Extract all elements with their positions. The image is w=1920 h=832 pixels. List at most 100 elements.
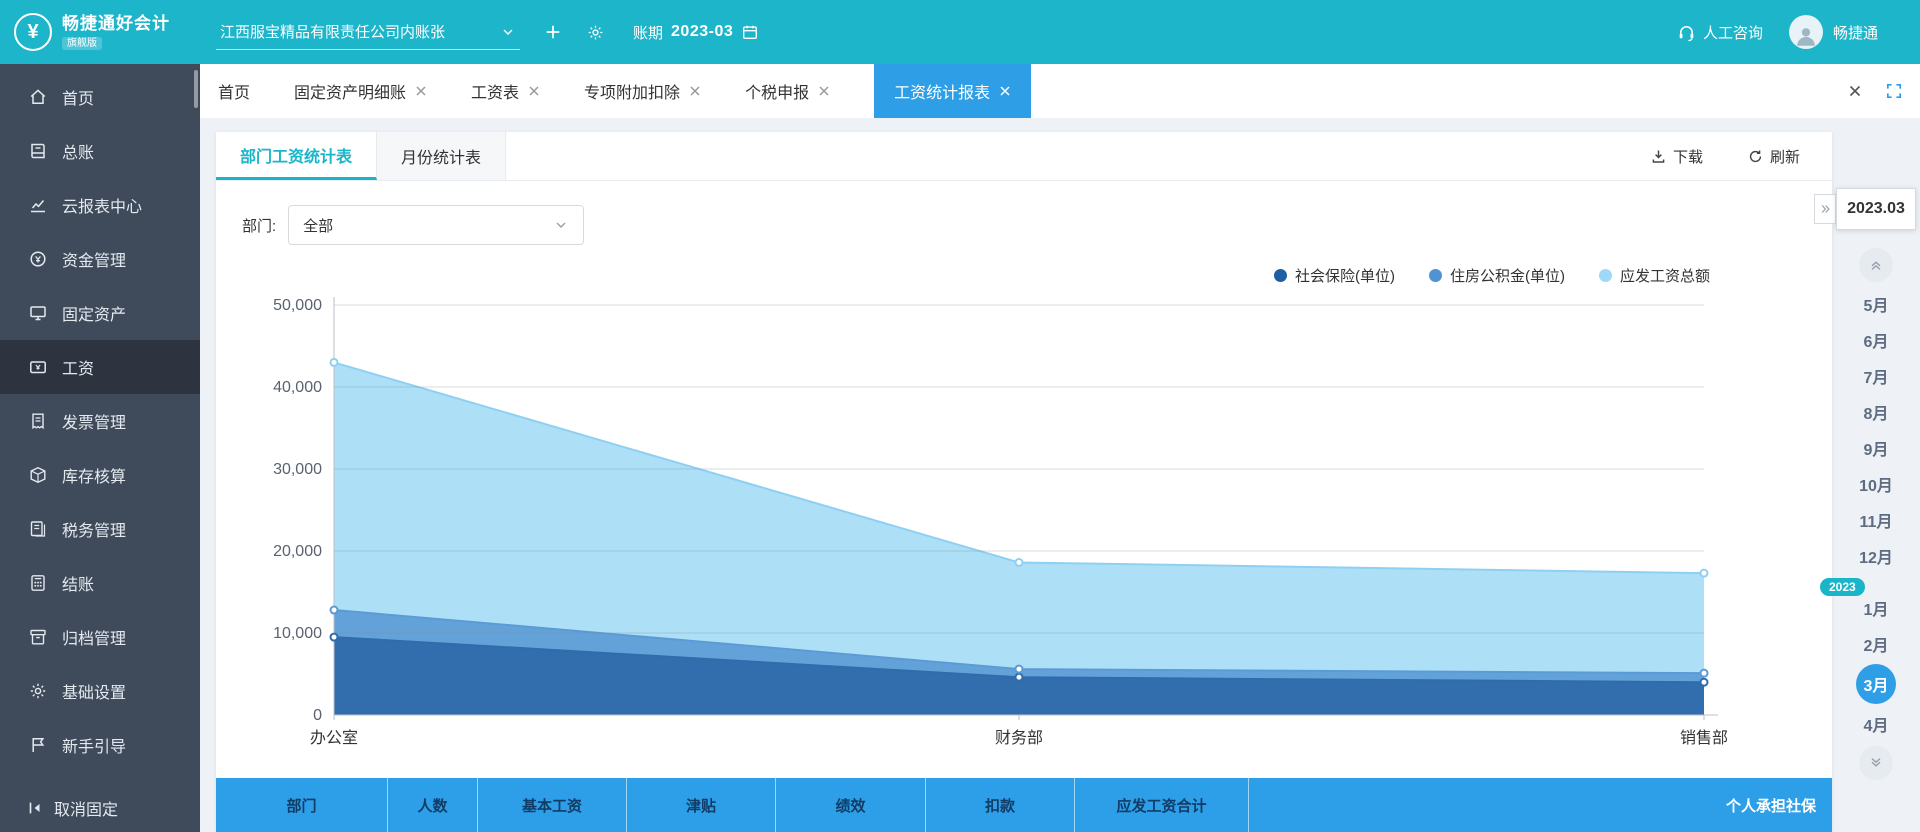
- legend-item[interactable]: 社会保险(单位): [1273, 265, 1395, 286]
- sidebar-item-home[interactable]: 首页: [0, 70, 200, 124]
- sidebar-item-archive[interactable]: 归档管理: [0, 610, 200, 664]
- user-name[interactable]: 畅捷通: [1832, 24, 1878, 42]
- sidebar-item-invoice[interactable]: 发票管理: [0, 394, 200, 448]
- tab-专项附加扣除[interactable]: 专项附加扣除: [584, 64, 701, 118]
- salary-statistics-chart: 0 10,000 20,000 30,000 40,000 50,000 办公室 财务部 销售部: [216, 285, 1832, 765]
- legend-item[interactable]: 住房公积金(单位): [1428, 265, 1565, 286]
- month-4月[interactable]: 4月: [1863, 718, 1889, 735]
- user-icon: [1797, 28, 1815, 46]
- chart-legend: 社会保险(单位) 住房公积金(单位) 应发工资总额: [216, 265, 1832, 286]
- legend-dot-icon: [1273, 268, 1287, 282]
- closing-icon: [28, 573, 48, 593]
- tab-个税申报[interactable]: 个税申报: [745, 64, 830, 118]
- scroll-months-up-button[interactable]: [1859, 248, 1893, 282]
- sidebar-scrollbar-thumb[interactable]: [194, 70, 198, 108]
- calendar-collapse-handle[interactable]: [1814, 194, 1836, 224]
- close-tab-icon[interactable]: [818, 85, 830, 97]
- period-selector[interactable]: 账期 2023-03: [633, 22, 759, 43]
- home-icon: [28, 87, 48, 107]
- tab-首页[interactable]: 首页: [218, 64, 250, 118]
- tab-label: 专项附加扣除: [584, 85, 681, 102]
- close-tab-icon[interactable]: [689, 85, 701, 97]
- month-2月[interactable]: 2月: [1863, 638, 1889, 655]
- sidebar-item-funds[interactable]: 资金管理: [0, 232, 200, 286]
- support-button[interactable]: 人工咨询: [1677, 22, 1763, 43]
- account-settings-button[interactable]: [586, 23, 605, 42]
- gear-icon: [588, 25, 603, 39]
- sidebar-item-ledger[interactable]: 总账: [0, 124, 200, 178]
- double-chevron-right-icon: [1821, 205, 1830, 213]
- tabbar: 首页 固定资产明细账 工资表 专项附加扣除 个税申报 工资统计报表: [200, 64, 1920, 118]
- refresh-button[interactable]: 刷新: [1741, 145, 1806, 168]
- month-10月[interactable]: 10月: [1859, 478, 1893, 495]
- svg-text:0: 0: [313, 707, 322, 724]
- table-column-绩效[interactable]: 绩效: [776, 778, 926, 832]
- table-column-津贴[interactable]: 津贴: [627, 778, 776, 832]
- sidebar-item-guide[interactable]: 新手引导: [0, 718, 200, 772]
- avatar[interactable]: [1788, 15, 1823, 49]
- month-9月[interactable]: 9月: [1863, 442, 1889, 459]
- legend-label: 应发工资总额: [1619, 267, 1710, 285]
- sidebar-item-label: 固定资产: [62, 307, 127, 324]
- filter-row: 部门: 全部: [242, 205, 1832, 245]
- table-column-基本工资[interactable]: 基本工资: [478, 778, 627, 832]
- sidebar-item-salary[interactable]: 工资: [0, 340, 200, 394]
- subtab-月份统计表[interactable]: 月份统计表: [377, 132, 507, 180]
- sidebar-item-label: 基础设置: [62, 685, 127, 702]
- svg-text:销售部: 销售部: [1680, 729, 1728, 747]
- invoice-icon: [28, 411, 48, 431]
- sidebar-item-label: 工资: [62, 361, 95, 378]
- double-chevron-up-icon: [1868, 257, 1884, 273]
- app-edition: 旗舰版: [62, 36, 102, 51]
- month-7月[interactable]: 7月: [1863, 370, 1889, 387]
- unpin-sidebar-button[interactable]: 取消固定: [26, 796, 118, 820]
- sidebar-item-closing[interactable]: 结账: [0, 556, 200, 610]
- month-11月[interactable]: 11月: [1859, 514, 1893, 531]
- tab-工资表[interactable]: 工资表: [471, 64, 540, 118]
- guide-icon: [28, 735, 48, 755]
- subtab-部门工资统计表[interactable]: 部门工资统计表: [216, 132, 378, 180]
- company-name: 江西服宝精品有限责任公司内账张: [220, 24, 446, 41]
- sidebar-item-label: 首页: [62, 91, 95, 108]
- add-account-button[interactable]: [544, 23, 562, 41]
- table-column-应发工资合计[interactable]: 应发工资合计: [1075, 778, 1249, 832]
- archive-icon: [28, 627, 48, 647]
- sidebar-item-fixed-assets[interactable]: 固定资产: [0, 286, 200, 340]
- month-12月[interactable]: 12月: [1859, 550, 1893, 567]
- company-selector[interactable]: 江西服宝精品有限责任公司内账张: [216, 14, 520, 50]
- month-6月[interactable]: 6月: [1863, 334, 1889, 351]
- tab-工资统计报表[interactable]: 工资统计报表: [874, 64, 1032, 118]
- sidebar-item-inventory[interactable]: 库存核算: [0, 448, 200, 502]
- month-8月[interactable]: 8月: [1863, 406, 1889, 423]
- month-3月[interactable]: 3月: [1856, 664, 1896, 704]
- close-tab-icon[interactable]: [528, 85, 540, 97]
- year-badge: 2023: [1820, 578, 1865, 596]
- month-5月[interactable]: 5月: [1863, 298, 1889, 315]
- close-all-tabs-button[interactable]: [1846, 82, 1864, 100]
- calendar-current-period[interactable]: 2023.03: [1836, 188, 1916, 230]
- tab-固定资产明细账[interactable]: 固定资产明细账: [294, 64, 427, 118]
- department-select[interactable]: 全部: [288, 205, 585, 245]
- tab-label: 工资统计报表: [894, 85, 991, 102]
- month-1月[interactable]: 1月: [1863, 602, 1889, 619]
- scroll-months-down-button[interactable]: [1859, 746, 1893, 780]
- close-tab-icon[interactable]: [415, 85, 427, 97]
- download-button[interactable]: 下载: [1644, 145, 1709, 168]
- table-column-扣款[interactable]: 扣款: [926, 778, 1075, 832]
- sidebar-item-tax[interactable]: 税务管理: [0, 502, 200, 556]
- legend-item[interactable]: 应发工资总额: [1598, 265, 1710, 286]
- sidebar-item-settings[interactable]: 基础设置: [0, 664, 200, 718]
- table-column-部门[interactable]: 部门: [216, 778, 388, 832]
- fullscreen-button[interactable]: [1884, 81, 1904, 101]
- legend-dot-icon: [1428, 268, 1442, 282]
- legend-dot-icon: [1598, 268, 1612, 282]
- sidebar-item-cloud-report[interactable]: 云报表中心: [0, 178, 200, 232]
- close-tab-icon[interactable]: [999, 85, 1011, 97]
- topbar: ¥ 畅捷通好会计 旗舰版 江西服宝精品有限责任公司内账张 账期 2023-03 …: [0, 0, 1920, 64]
- svg-text:财务部: 财务部: [995, 729, 1043, 747]
- app-logo[interactable]: ¥ 畅捷通好会计 旗舰版: [0, 13, 200, 51]
- table-column-人数[interactable]: 人数: [388, 778, 478, 832]
- sidebar-item-label: 发票管理: [62, 415, 127, 432]
- sidebar-item-label: 新手引导: [62, 739, 127, 756]
- tabbar-actions: [1846, 64, 1920, 118]
